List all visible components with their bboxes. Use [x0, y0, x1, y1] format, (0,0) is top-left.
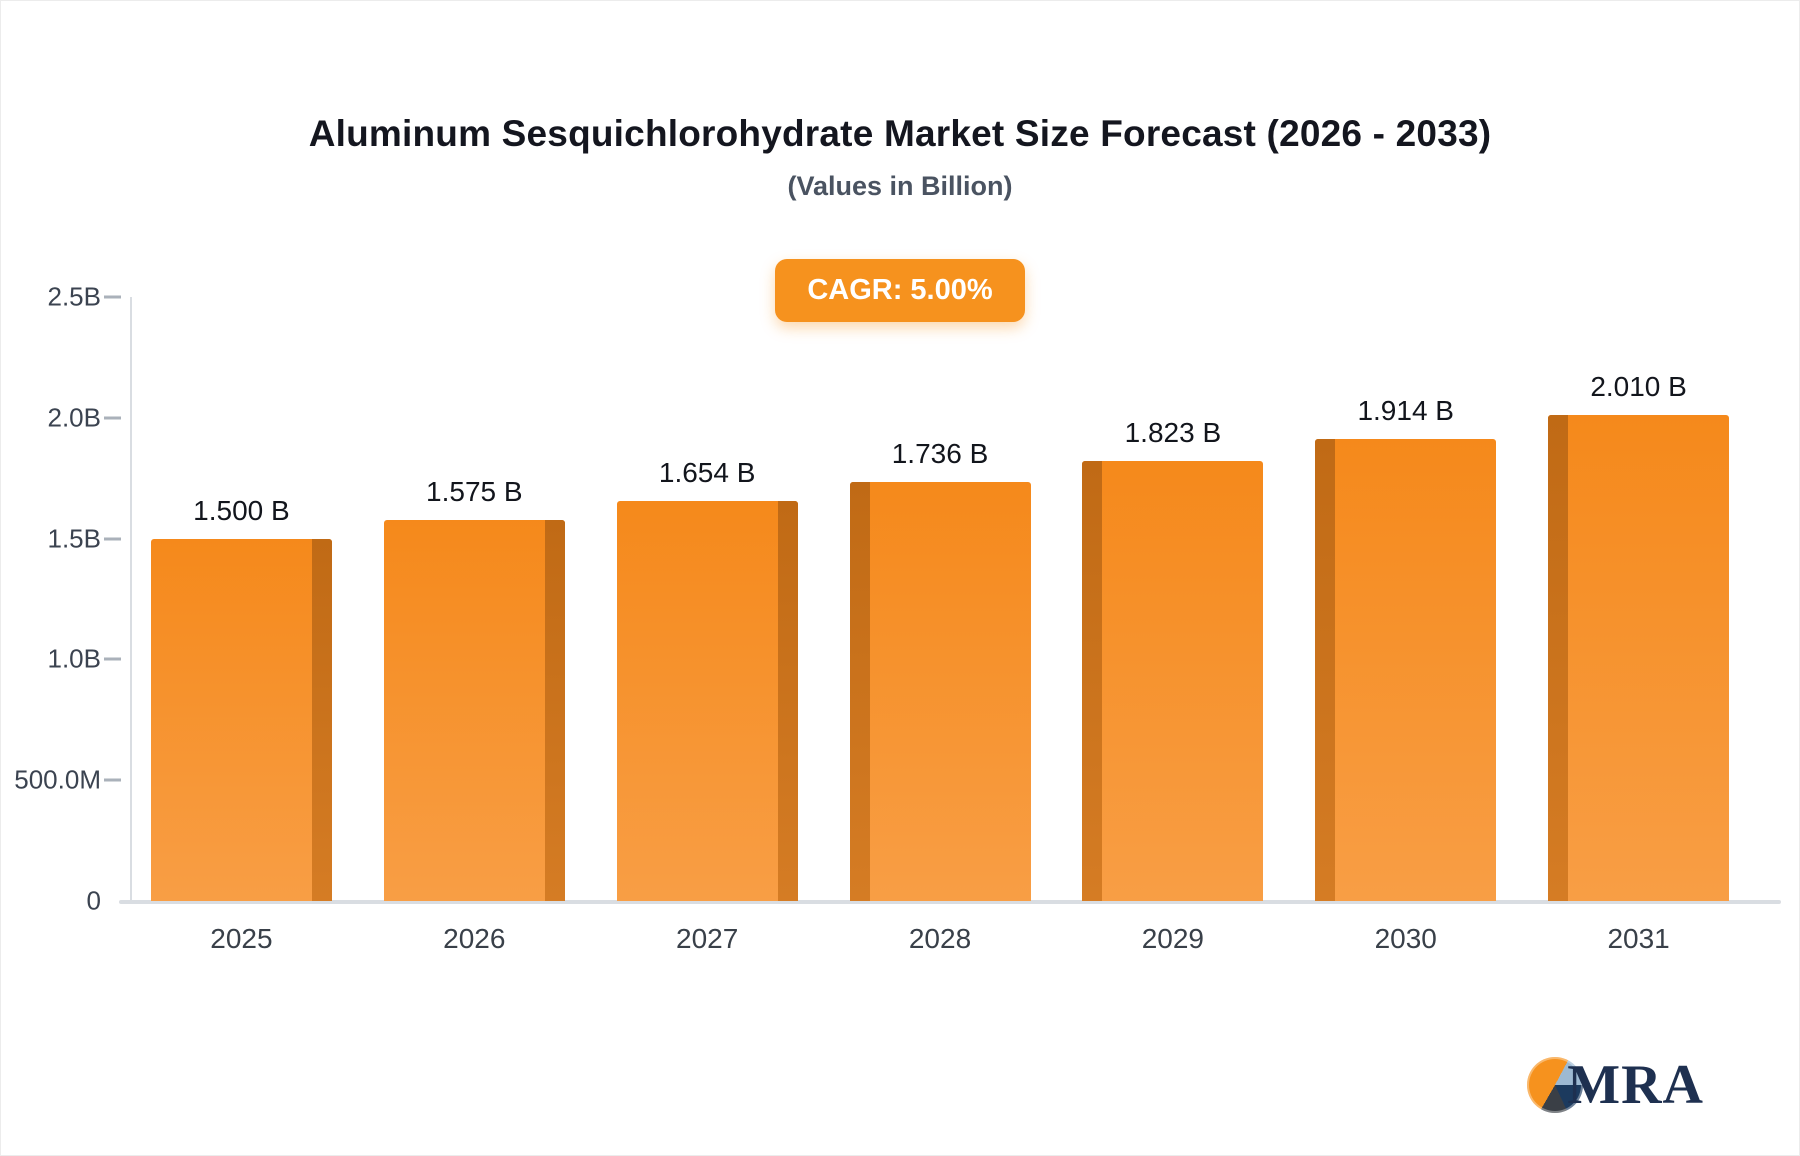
bar-2029	[1082, 461, 1264, 901]
y-tick-mark	[104, 657, 121, 661]
cagr-badge-wrap: CAGR: 5.00%	[1, 259, 1799, 322]
x-tick-label: 2025	[210, 923, 273, 954]
x-tick-label: 2029	[1141, 923, 1205, 954]
bar-group-2025: 1.500 B	[125, 297, 358, 901]
y-tick-mark	[104, 537, 121, 541]
y-tick-label: 1.0B	[47, 643, 102, 674]
y-axis-line	[130, 297, 132, 902]
bar-value-label: 2.010 B	[1590, 371, 1687, 402]
brand-logo: MRA	[1527, 1057, 1704, 1113]
x-tick-label: 2030	[1374, 923, 1437, 954]
chart-title: Aluminum Sesquichlorohydrate Market Size…	[308, 113, 1492, 154]
y-tick-label: 1.5B	[47, 523, 102, 554]
x-tick-label: 2027	[676, 923, 739, 954]
chart-subtitle: (Values in Billion)	[787, 171, 1013, 201]
x-axis-line	[119, 900, 1781, 904]
bar-2027	[616, 501, 798, 901]
x-tick-label: 2028	[908, 923, 972, 954]
bar-group-2031: 2.010 B	[1522, 297, 1755, 901]
bar-2030	[1315, 439, 1497, 901]
bar-group-2027: 1.654 B	[591, 297, 824, 901]
x-axis-labels: 2025 2026 2027 2028 2029 2030 2031	[125, 923, 1755, 955]
bar-group-2028: 1.736 B	[824, 297, 1057, 901]
y-tick-mark	[104, 416, 121, 420]
y-tick-label: 2.0B	[47, 402, 102, 433]
y-tick-label: 2.5B	[47, 281, 102, 312]
logo-text: MRA	[1567, 1054, 1704, 1116]
logo-pie-icon	[1527, 1057, 1584, 1113]
y-tick-mark	[104, 295, 121, 299]
cagr-badge: CAGR: 5.00%	[775, 259, 1025, 322]
x-tick-label: 2031	[1607, 923, 1670, 954]
bar-2028	[849, 482, 1031, 901]
bar-value-label: 1.823 B	[1124, 417, 1222, 448]
bar-value-label: 1.500 B	[193, 495, 290, 526]
bar-group-2030: 1.914 B	[1289, 297, 1522, 901]
bar-group-2026: 1.575 B	[358, 297, 591, 901]
bar-group-2029: 1.823 B	[1056, 297, 1289, 901]
bar-value-label: 1.914 B	[1357, 395, 1454, 426]
bar-value-label: 1.736 B	[891, 438, 989, 469]
bar-2026	[383, 520, 565, 901]
bar-2025	[150, 539, 332, 901]
bar-value-label: 1.575 B	[426, 476, 523, 507]
x-tick-label: 2026	[443, 923, 506, 954]
bar-2031	[1548, 415, 1730, 901]
bars-container: 1.500 B 1.575 B 1.654 B 1.736 B 1.823 B 1.914…	[125, 297, 1755, 901]
bar-value-label: 1.654 B	[658, 457, 756, 488]
y-tick-label: 500.0M	[14, 764, 101, 795]
y-tick-label: 0	[86, 885, 101, 916]
y-tick-mark	[104, 778, 121, 782]
